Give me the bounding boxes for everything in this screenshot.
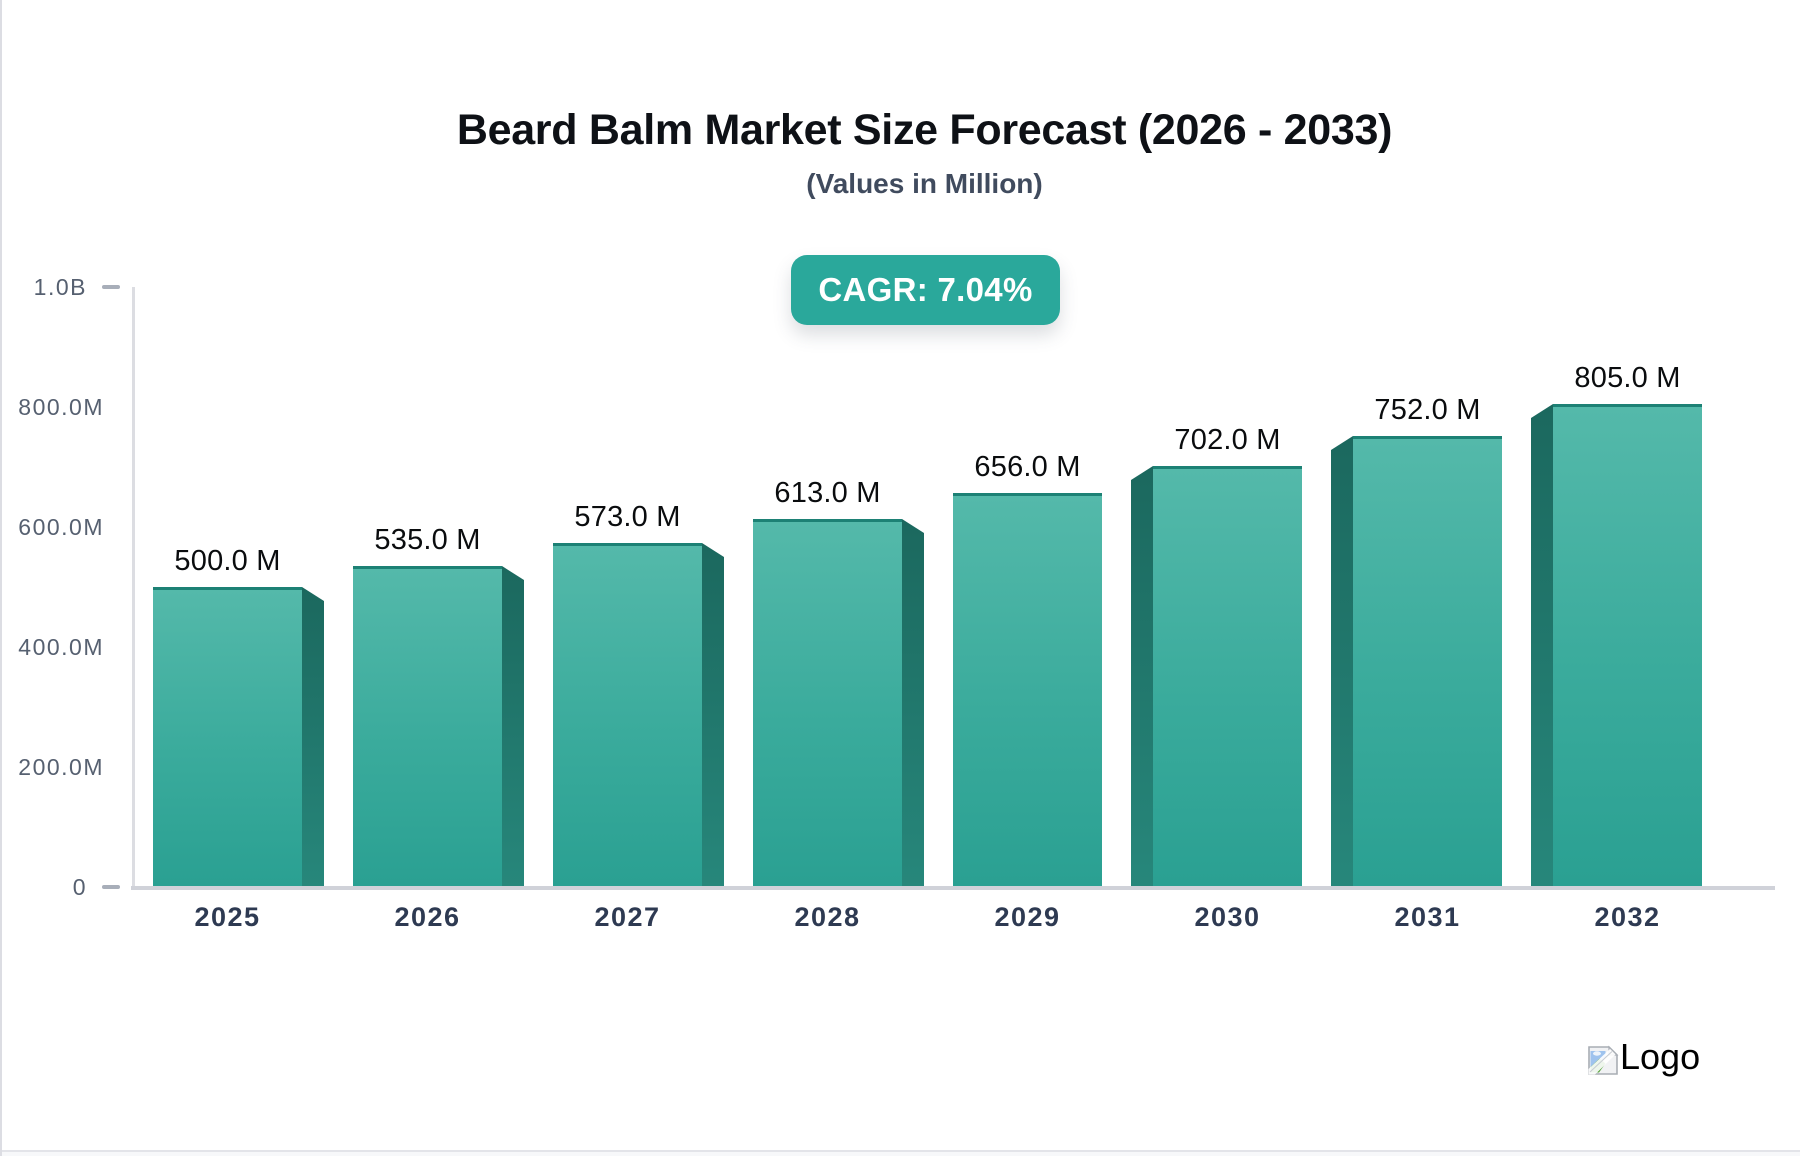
value-label-2026: 535.0 M (374, 524, 481, 556)
bar-2028 (753, 519, 902, 887)
y-tick-label: 200.0M (18, 753, 104, 780)
y-tick-label: 600.0M (18, 513, 104, 540)
y-tick-dash (102, 885, 120, 889)
y-tick-600.0M: 600.0M (18, 511, 120, 543)
x-label-2026: 2026 (394, 902, 461, 932)
broken-image-icon (1588, 1045, 1619, 1075)
x-label-2031: 2031 (1394, 902, 1461, 932)
value-label-2028: 613.0 M (774, 477, 881, 509)
chart-title: Beard Balm Market Size Forecast (2026 - … (456, 106, 1393, 154)
x-label-2027: 2027 (594, 902, 661, 932)
bar-2027 (553, 543, 702, 887)
bar-2026 (353, 566, 502, 887)
bar-2031 (1353, 436, 1502, 887)
x-label-2028: 2028 (794, 902, 861, 932)
x-label-2029: 2029 (994, 902, 1061, 932)
bar-2029 (953, 493, 1102, 887)
bar-2025 (153, 587, 302, 887)
bar-side-2030 (1131, 466, 1153, 887)
y-tick-label: 400.0M (18, 633, 104, 660)
value-label-2027: 573.0 M (574, 501, 681, 533)
chart-subtitle: (Values in Million) (806, 168, 1043, 199)
bar-side-2027 (702, 543, 724, 887)
x-label-2025: 2025 (194, 902, 261, 932)
y-tick-200.0M: 200.0M (18, 751, 120, 783)
y-tick-dash (102, 285, 120, 289)
bar-side-2031 (1331, 436, 1353, 887)
cagr-badge: CAGR: 7.04% (791, 255, 1060, 325)
y-tick-400.0M: 400.0M (18, 631, 120, 663)
bar-side-2032 (1531, 404, 1553, 887)
logo: Logo (1586, 1038, 1700, 1076)
y-axis-line (132, 287, 135, 888)
bar-2032 (1553, 404, 1702, 887)
x-axis-line (131, 886, 1775, 890)
value-label-2030: 702.0 M (1174, 424, 1281, 456)
y-tick-0: 0 (73, 871, 120, 903)
y-tick-800.0M: 800.0M (18, 391, 120, 423)
bar-side-2026 (502, 566, 524, 887)
bar-side-2028 (902, 519, 924, 887)
bar-side-2025 (302, 587, 324, 887)
value-label-2031: 752.0 M (1374, 394, 1481, 426)
value-label-2025: 500.0 M (174, 545, 281, 577)
y-tick-label: 1.0B (33, 273, 87, 300)
y-tick-label: 800.0M (18, 393, 104, 420)
x-label-2032: 2032 (1594, 902, 1661, 932)
page-bottom-edge (2, 1150, 1800, 1152)
page-bottom-strip (2, 1152, 1800, 1156)
cagr-badge-label: CAGR: 7.04% (818, 271, 1033, 308)
x-label-2030: 2030 (1194, 902, 1261, 932)
logo-text: Logo (1620, 1036, 1701, 1077)
bar-2030 (1153, 466, 1302, 887)
value-label-2029: 656.0 M (974, 451, 1081, 483)
y-tick-1.0B: 1.0B (34, 271, 120, 303)
value-label-2032: 805.0 M (1574, 362, 1681, 394)
y-tick-label: 0 (72, 873, 87, 900)
